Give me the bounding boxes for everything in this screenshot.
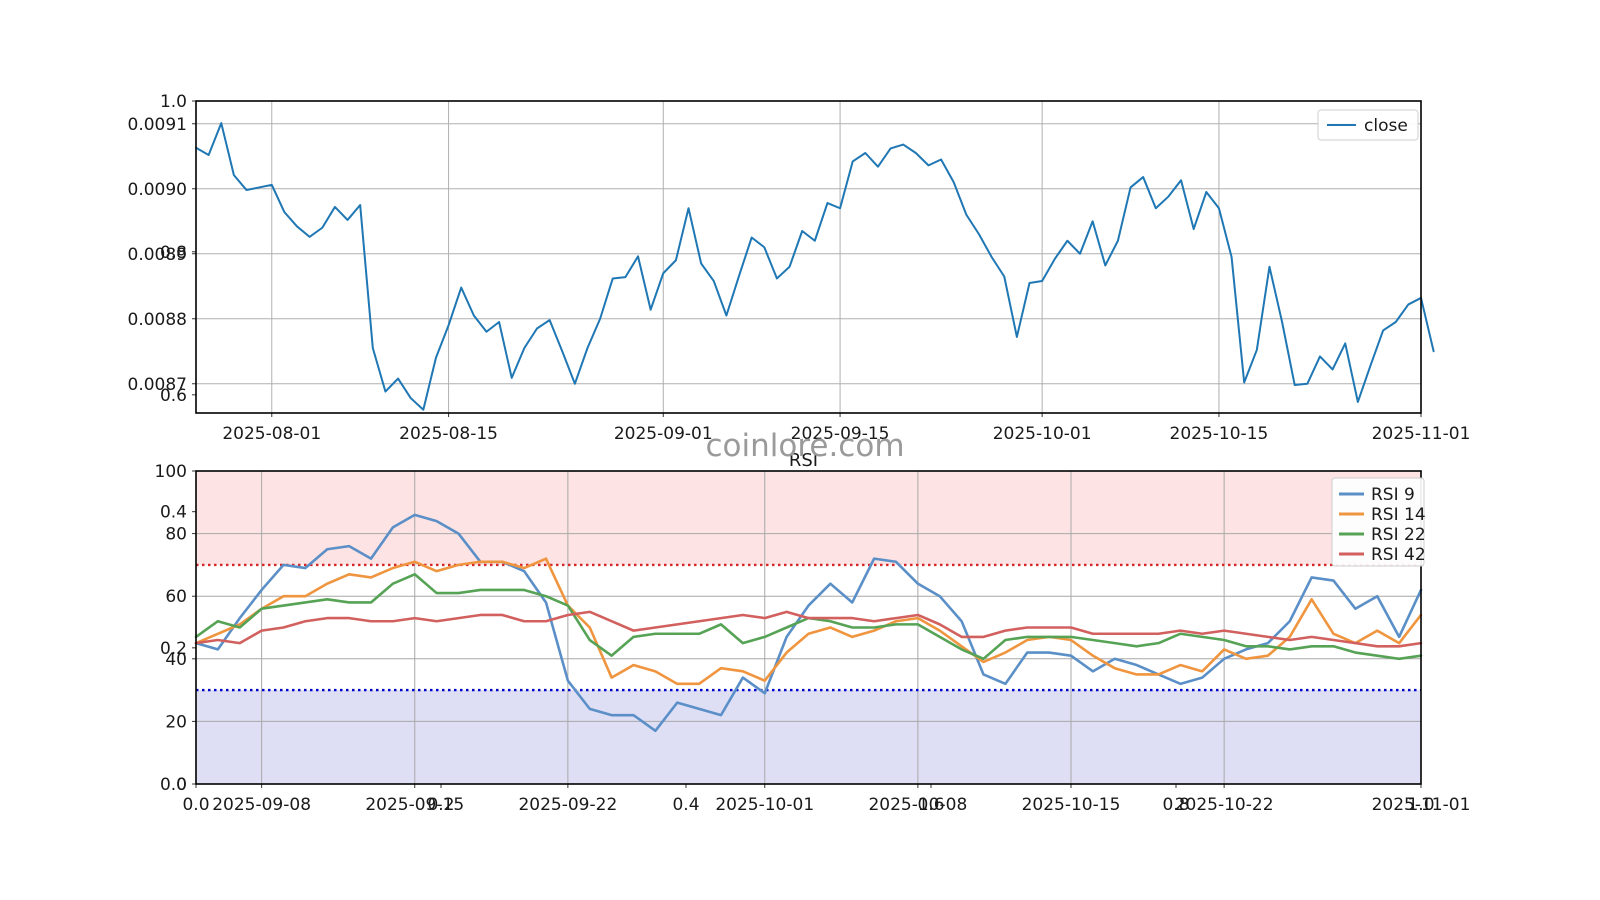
price-xtick-label-0: 2025-08-01 bbox=[222, 424, 321, 444]
rsi-line-rsi-14 bbox=[194, 557, 1423, 686]
price-xtick-label-5: 2025-10-15 bbox=[1170, 424, 1269, 444]
price-xtick-label-2: 2025-09-01 bbox=[614, 424, 713, 444]
rsi-ytick2-label-2: 0.4 bbox=[160, 503, 187, 523]
rsi-ytick2-label-0: 0.0 bbox=[160, 775, 187, 795]
rsi-legend-label-rsi-14: RSI 14 bbox=[1371, 505, 1426, 525]
rsi-xtick2-label-2: 0.4 bbox=[672, 795, 699, 815]
price-ytick2-label-2: 0.6 bbox=[160, 386, 187, 406]
rsi-xtick2-label-3: 0.6 bbox=[917, 795, 944, 815]
rsi-xtick-label-5: 2025-10-15 bbox=[1022, 795, 1121, 815]
rsi-xtick-label-0: 2025-09-08 bbox=[212, 795, 311, 815]
rsi-band-overbought bbox=[196, 471, 1421, 565]
rsi-xtick2-label-4: 0.8 bbox=[1162, 795, 1189, 815]
price-xtick-label-1: 2025-08-15 bbox=[399, 424, 498, 444]
rsi-ytick-label-4: 80 bbox=[165, 525, 187, 545]
price-xtick-label-4: 2025-10-01 bbox=[993, 424, 1092, 444]
rsi-line-rsi-9 bbox=[194, 513, 1423, 733]
price-xtick-label-6: 2025-11-01 bbox=[1372, 424, 1471, 444]
price-ytick2-label-0: 1.0 bbox=[160, 92, 187, 112]
price-ytick-label-0: 0.0087 bbox=[128, 375, 187, 395]
rsi-xtick2-label-1: 0.2 bbox=[427, 795, 454, 815]
rsi-axes-frame bbox=[195, 470, 1422, 785]
rsi-xtick-label-6: 2025-10-22 bbox=[1175, 795, 1274, 815]
rsi-xtick-label-7: 2025-11-01 bbox=[1372, 795, 1471, 815]
price-plot-background bbox=[196, 101, 1421, 413]
price-ytick-label-2: 0.0089 bbox=[128, 245, 187, 265]
price-ytick2-label-1: 0.8 bbox=[160, 243, 187, 263]
rsi-legend-label-rsi-22: RSI 22 bbox=[1371, 525, 1426, 545]
rsi-line-rsi-42 bbox=[194, 610, 1423, 648]
rsi-legend-label-rsi-9: RSI 9 bbox=[1371, 485, 1415, 505]
rsi-ytick-label-3: 60 bbox=[165, 587, 187, 607]
price-legend-box bbox=[1317, 109, 1419, 141]
rsi-ytick-label-2: 40 bbox=[165, 650, 187, 670]
rsi-ytick2-label-1: 0.2 bbox=[160, 639, 187, 659]
price-ytick-label-4: 0.0091 bbox=[128, 115, 187, 135]
rsi-band-oversold bbox=[196, 690, 1421, 784]
watermark: coinlore.com bbox=[705, 428, 904, 464]
rsi-xtick2-label-5: 1.0 bbox=[1407, 795, 1434, 815]
price-ytick-label-1: 0.0088 bbox=[128, 310, 187, 330]
price-legend-label-close: close bbox=[1364, 116, 1408, 136]
rsi-legend-box bbox=[1331, 477, 1425, 567]
price-panel: 0.0087 0.0088 0.0089 0.0090 0.0091 1.0 0.8 0.6 2… bbox=[128, 92, 1471, 444]
rsi-xtick-label-4: 2025-10-08 bbox=[868, 795, 967, 815]
rsi-xtick-label-2: 2025-09-22 bbox=[518, 795, 617, 815]
rsi-xtick-label-1: 2025-09-15 bbox=[365, 795, 464, 815]
rsi-ytick-label-5: 100 bbox=[155, 462, 187, 482]
price-ytick-label-3: 0.0090 bbox=[128, 180, 187, 200]
price-xtick-label-3: 2025-09-15 bbox=[791, 424, 890, 444]
price-line-close bbox=[195, 122, 1435, 411]
rsi-legend-label-rsi-42: RSI 42 bbox=[1371, 545, 1426, 565]
rsi-xtick-label-3: 2025-10-01 bbox=[715, 795, 814, 815]
price-legend[interactable]: close bbox=[1317, 109, 1419, 141]
price-axes-frame bbox=[195, 100, 1422, 414]
rsi-ytick-label-1: 20 bbox=[165, 712, 187, 732]
rsi-title: RSI bbox=[789, 450, 818, 471]
rsi-xtick2-label-0: 0.0 bbox=[182, 795, 209, 815]
rsi-ytick-label-0: 0 bbox=[176, 775, 187, 795]
rsi-panel: 0 20 40 60 80 100 0.0 0.2 0.4 2025-09-08 2025-09-1… bbox=[155, 462, 1471, 815]
